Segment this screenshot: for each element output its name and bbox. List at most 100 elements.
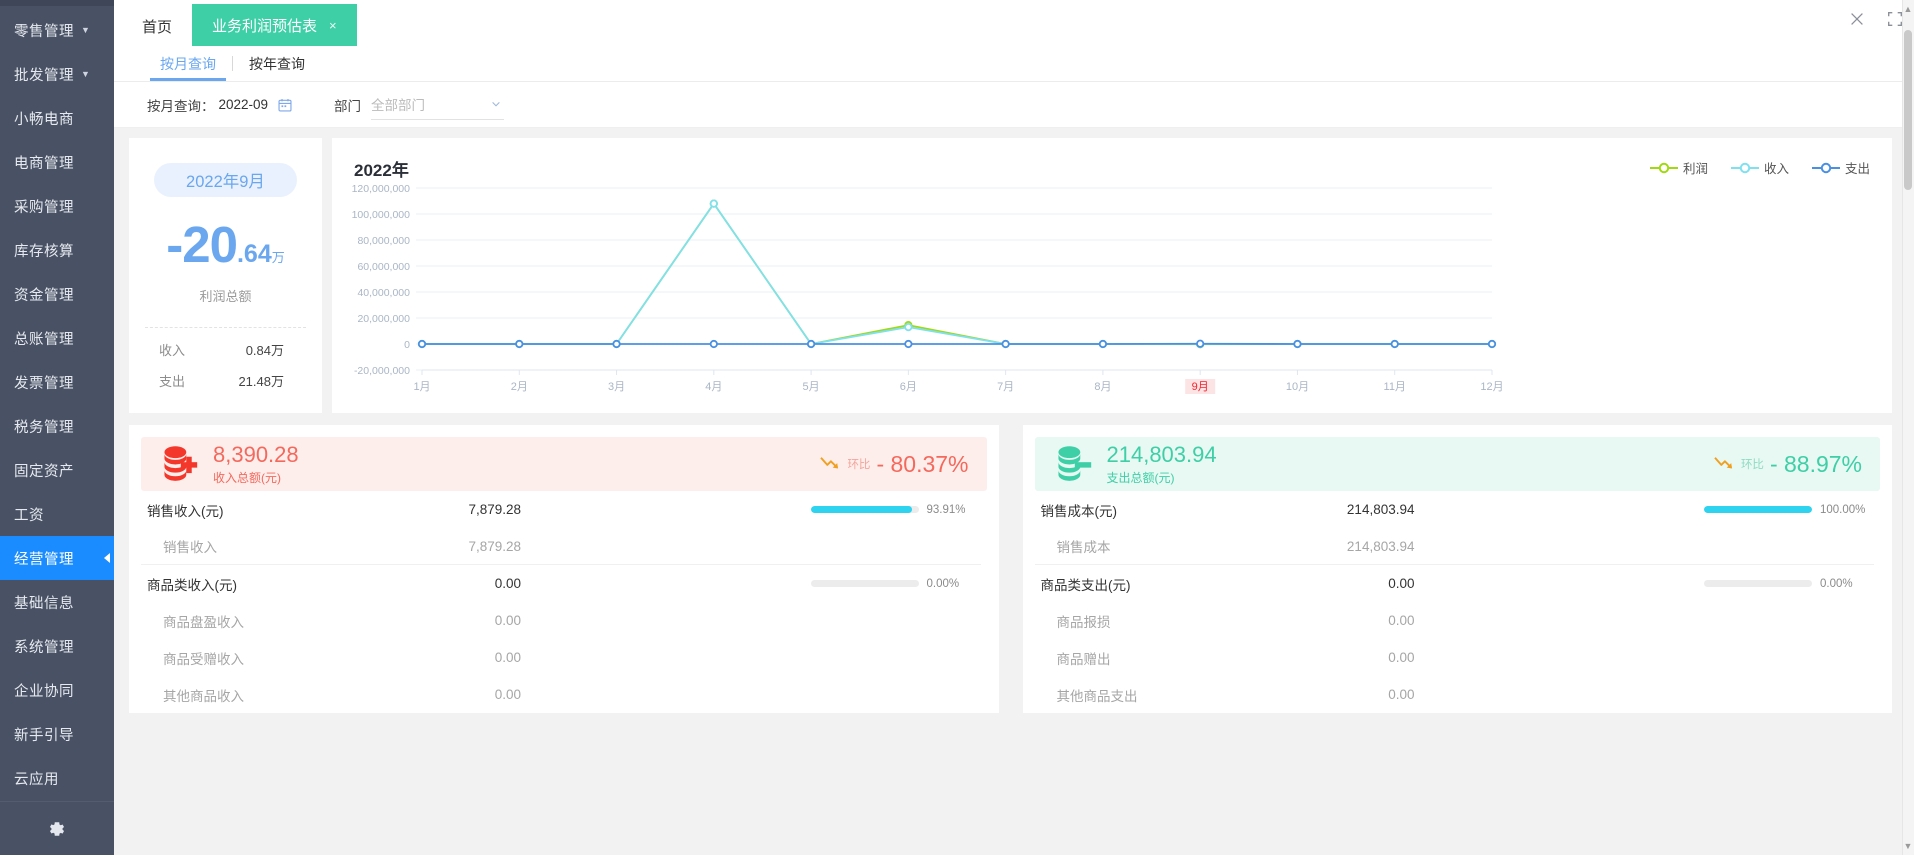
income-detail-card: 8,390.28 收入总额(元) 环比 - 80.37% 销售收入( (129, 425, 999, 713)
series-point-支出[interactable] (904, 339, 913, 349)
series-point-支出[interactable] (1487, 339, 1497, 349)
vertical-scrollbar[interactable]: ▲ ▼ (1902, 0, 1914, 855)
month-filter-value[interactable]: 2022-09 (218, 97, 269, 112)
income-header-numbers: 8,390.28 收入总额(元) (213, 442, 299, 485)
expense-header-numbers: 214,803.94 支出总额(元) (1107, 442, 1217, 485)
tab-active[interactable]: 业务利润预估表 × (192, 4, 357, 46)
detail-row-name: 商品报损 (1056, 614, 1111, 630)
detail-row-value: 0.00 (494, 613, 521, 628)
sidebar-item-12[interactable]: 工资 (0, 492, 114, 536)
y-axis-tick-label: 40,000,000 (357, 287, 410, 299)
chevron-down-icon[interactable]: ▼ (81, 68, 91, 79)
legend-marker-icon (1811, 162, 1840, 173)
series-point-支出[interactable] (1001, 339, 1010, 349)
sidebar-item-7[interactable]: 资金管理 (0, 272, 114, 316)
legend-label: 收入 (1763, 162, 1789, 176)
summary-row-value: 21.48万 (238, 374, 284, 389)
tab-home[interactable]: 首页 (142, 18, 173, 36)
profit-total-caption: 利润总额 (199, 289, 252, 304)
progress-percent: 100.00% (1820, 503, 1866, 516)
detail-row: 销售收入(元) 7,879.28 93.91% (141, 491, 981, 528)
summary-row: 支出 21.48万 (129, 359, 322, 390)
sidebar-footer[interactable] (0, 801, 114, 855)
dept-select[interactable]: 全部部门 (371, 90, 505, 120)
x-axis-tick-label: 12月 (1480, 381, 1503, 393)
sidebar-item-5[interactable]: 采购管理 (0, 184, 114, 228)
detail-row-name: 销售收入(元) (147, 503, 224, 519)
main-area: 首页 业务利润预估表 × 按月查询 按年查询 按月查询： 2022-0 (114, 0, 1914, 855)
sidebar-item-3[interactable]: 小畅电商 (0, 96, 114, 140)
maximize-icon[interactable] (1886, 10, 1904, 28)
series-point-支出[interactable] (806, 339, 816, 349)
series-point-收入[interactable] (904, 323, 913, 332)
scroll-down-arrow[interactable]: ▼ (1903, 841, 1913, 851)
calendar-icon[interactable] (278, 98, 292, 112)
progress-track (810, 506, 919, 513)
scrollbar-thumb[interactable] (1904, 30, 1912, 190)
sidebar-item-14[interactable]: 基础信息 (0, 580, 114, 624)
detail-row-progress: 100.00% (1704, 504, 1874, 516)
summary-row-key: 收入 (159, 343, 186, 358)
sidebar-item-17[interactable]: 新手引导 (0, 712, 114, 756)
gear-icon[interactable] (48, 820, 66, 838)
detail-row-value: 0.00 (1388, 576, 1415, 591)
chart-legend: 利润 收入 支出 (1649, 158, 1870, 177)
income-compare-value: - 80.37% (876, 450, 969, 477)
detail-row-value: 7,879.28 (468, 538, 521, 554)
y-axis-tick-label: -20,000,000 (354, 365, 410, 377)
series-point-支出[interactable] (612, 339, 621, 349)
detail-row: 销售成本 214,803.94 (1034, 528, 1874, 565)
y-axis-tick-label: 20,000,000 (357, 313, 410, 325)
subtab-by-year[interactable]: 按年查询 (249, 55, 305, 72)
sidebar-item-10[interactable]: 税务管理 (0, 404, 114, 448)
sidebar-item-label: 批发管理 (14, 67, 74, 84)
detail-row-value: 0.00 (494, 687, 521, 702)
series-point-支出[interactable] (1098, 339, 1108, 349)
close-icon[interactable] (1848, 10, 1866, 28)
x-axis-tick-label: 2月 (511, 381, 528, 393)
series-point-支出[interactable] (1390, 339, 1399, 349)
sidebar-item-1[interactable]: 零售管理 ▼ (0, 8, 114, 52)
series-point-支出[interactable] (417, 339, 427, 349)
subtab-by-month[interactable]: 按月查询 (144, 46, 232, 81)
sidebar-item-2[interactable]: 批发管理 ▼ (0, 52, 114, 96)
tab-close-icon[interactable]: × (329, 17, 337, 33)
detail-row: 商品类支出(元) 0.00 0.00% (1035, 565, 1875, 602)
legend-marker-icon (1649, 162, 1678, 173)
series-point-收入[interactable] (709, 199, 718, 208)
x-axis-tick-label: 7月 (997, 381, 1014, 393)
detail-row-progress: 0.00% (1704, 578, 1874, 590)
x-axis-tick-label: 1月 (413, 381, 430, 393)
sidebar-item-15[interactable]: 系统管理 (0, 624, 114, 668)
detail-row: 商品类收入(元) 0.00 0.00% (141, 565, 981, 602)
sidebar-item-13[interactable]: 经营管理 (0, 536, 114, 580)
detail-row-name: 其他商品支出 (1056, 688, 1138, 704)
scroll-up-arrow[interactable]: ▲ (1903, 4, 1913, 14)
sidebar-item-8[interactable]: 总账管理 (0, 316, 114, 360)
filter-bar: 按月查询： 2022-09 部门 全部部门 (114, 82, 1914, 128)
x-axis-tick-label: 10月 (1286, 381, 1309, 393)
content-area: 2022年9月 -20.64万 利润总额 收入 0.84万 支出 21.48万 202… (114, 128, 1914, 855)
sidebar-item-11[interactable]: 固定资产 (0, 448, 114, 492)
legend-item-支出[interactable]: 支出 (1811, 158, 1870, 177)
chevron-down-icon[interactable] (490, 98, 502, 110)
series-point-支出[interactable] (515, 339, 524, 349)
sidebar-item-4[interactable]: 电商管理 (0, 140, 114, 184)
sidebar-item-16[interactable]: 企业协同 (0, 668, 114, 712)
legend-item-收入[interactable]: 收入 (1730, 158, 1789, 177)
expense-detail-table: 销售成本(元) 214,803.94 100.00% 销售成本 214,803.94 商品… (1023, 491, 1893, 713)
legend-item-利润[interactable]: 利润 (1649, 158, 1708, 177)
sidebar-item-6[interactable]: 库存核算 (0, 228, 114, 272)
series-point-支出[interactable] (709, 339, 718, 349)
series-point-支出[interactable] (1293, 339, 1302, 349)
detail-row-name: 商品受赠收入 (163, 651, 244, 667)
income-compare-label: 环比 (847, 459, 871, 471)
series-point-支出[interactable] (1196, 339, 1205, 348)
sidebar-item-9[interactable]: 发票管理 (0, 360, 114, 404)
sidebar-item-18[interactable]: 云应用 (0, 756, 114, 800)
sidebar-item-label: 小畅电商 (14, 111, 74, 128)
chevron-down-icon[interactable]: ▼ (81, 24, 91, 35)
income-total: 8,390.28 (213, 442, 299, 468)
expense-compare-label: 环比 (1740, 459, 1764, 471)
summary-divider (145, 327, 306, 328)
